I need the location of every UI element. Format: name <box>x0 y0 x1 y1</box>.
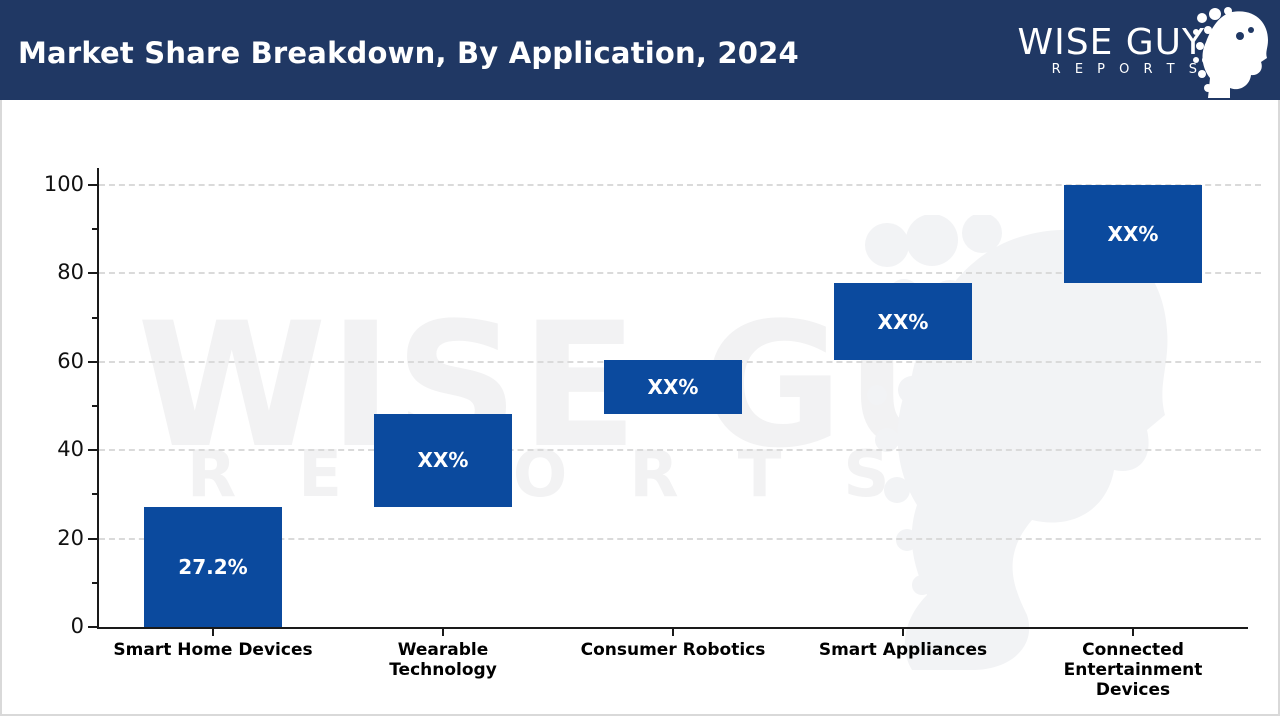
chart-area: WISE GUY REPORTS 02040608010027.2%XX%XX%… <box>0 100 1280 716</box>
y-axis-tick-label-80: 80 <box>57 260 84 285</box>
bar-consumer-robotics <box>604 360 742 414</box>
gridline-y-100 <box>99 184 1261 186</box>
y-axis-tick-label-0: 0 <box>70 614 84 639</box>
y-axis-minor-tick-30 <box>92 493 98 496</box>
x-axis-category-label-wearable-technology: Wearable Technology <box>389 640 497 680</box>
x-axis-category-label-smart-home-devices: Smart Home Devices <box>113 640 313 660</box>
y-axis-minor-tick-90 <box>92 228 98 231</box>
brand-subtitle: R E P O R T S <box>1051 62 1202 77</box>
brand-logo: WISE GUY R E P O R T S <box>1017 0 1270 100</box>
bar-value-label-smart-home-devices: 27.2% <box>178 554 248 579</box>
bar-value-label-wearable-technology: XX% <box>417 448 469 473</box>
x-axis-line <box>97 627 1248 629</box>
header-bar: Market Share Breakdown, By Application, … <box>0 0 1280 100</box>
y-axis-major-tick-100 <box>88 184 98 186</box>
x-axis-tick-connected-entertainment-devices <box>1132 629 1134 636</box>
bar-connected-entertainment-devices <box>1064 185 1202 284</box>
y-axis-tick-label-100: 100 <box>43 172 84 197</box>
y-axis-minor-tick-50 <box>92 405 98 407</box>
gridline-y-80 <box>99 272 1261 275</box>
x-axis-tick-wearable-technology <box>442 629 444 636</box>
x-axis-tick-smart-appliances <box>902 629 904 636</box>
y-axis-tick-label-20: 20 <box>57 525 84 550</box>
x-axis-tick-consumer-robotics <box>672 629 674 636</box>
y-axis-minor-tick-70 <box>92 316 98 319</box>
bar-value-label-consumer-robotics: XX% <box>647 374 699 399</box>
y-axis-line <box>97 168 99 629</box>
y-axis-major-tick-20 <box>88 537 98 540</box>
y-axis-tick-label-40: 40 <box>57 437 84 462</box>
y-axis-major-tick-0 <box>88 626 98 628</box>
brand-face-icon <box>1193 7 1268 98</box>
gridline-y-20 <box>99 537 1261 540</box>
x-axis-category-label-consumer-robotics: Consumer Robotics <box>580 640 766 660</box>
y-axis-major-tick-40 <box>88 449 98 452</box>
y-axis-tick-label-60: 60 <box>57 348 84 373</box>
y-axis-major-tick-80 <box>88 272 98 275</box>
page-title: Market Share Breakdown, By Application, … <box>18 36 799 70</box>
gridline-y-40 <box>99 449 1261 452</box>
bar-wearable-technology <box>374 413 512 507</box>
bar-smart-appliances <box>834 283 972 361</box>
bar-value-label-smart-appliances: XX% <box>877 309 929 334</box>
x-axis-category-label-connected-entertainment-devices: Connected Entertainment Devices <box>1063 640 1203 700</box>
brand-name: WISE GUY <box>1017 22 1205 63</box>
y-axis-minor-tick-10 <box>92 581 98 584</box>
bar-value-label-connected-entertainment-devices: XX% <box>1107 222 1159 247</box>
x-axis-tick-smart-home-devices <box>212 629 214 636</box>
bar-smart-home-devices <box>144 506 282 627</box>
x-axis-category-label-smart-appliances: Smart Appliances <box>818 640 988 660</box>
y-axis-major-tick-60 <box>88 360 98 363</box>
